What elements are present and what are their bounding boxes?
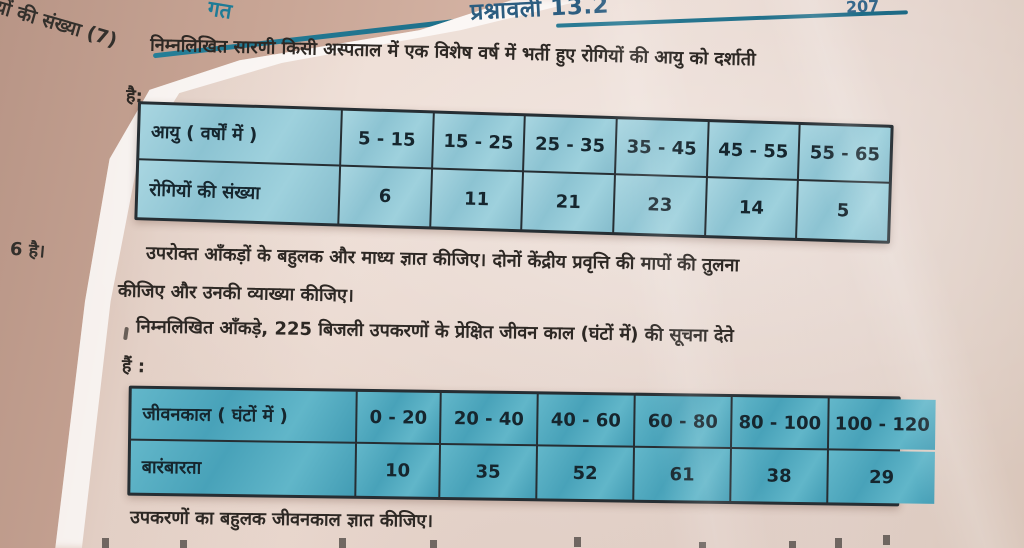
question1-task-line2: कीजिए और उनकी व्याख्या कीजिए। <box>117 280 354 307</box>
table-header-cell: 5 - 15 <box>341 110 433 168</box>
question2-intro-line1: निम्नलिखित आँकड़े, 225 बिजली उपकरणों के … <box>135 316 734 347</box>
table-header-cell: 100 - 120 <box>828 398 936 450</box>
cutoff-text-marks <box>0 0 3 6</box>
age-frequency-table: आयु ( वर्षों में ) 5 - 15 15 - 25 25 - 3… <box>134 101 894 244</box>
under-page-answer-fragment: 6 है। <box>9 238 46 263</box>
question2-intro-line2: हैं : <box>121 355 146 378</box>
table-header-cell: 60 - 80 <box>635 395 731 448</box>
table-value-cell: 6 <box>339 166 431 227</box>
table-value-cell: 5 <box>797 180 889 241</box>
question2-task-line: उपकरणों का बहुलक जीवनकाल ज्ञात कीजिए। <box>129 507 434 532</box>
table-value-cell: 23 <box>614 175 706 235</box>
table-header-cell: जीवनकाल ( घंटों में ) <box>131 388 356 442</box>
lifetime-frequency-table: जीवनकाल ( घंटों में ) 0 - 20 20 - 40 40 … <box>127 385 936 507</box>
table-header-cell: 25 - 35 <box>524 116 616 174</box>
question2-number-fragment <box>123 326 129 341</box>
table-header-cell: 40 - 60 <box>538 394 634 446</box>
table-header-cell: 80 - 100 <box>732 397 828 449</box>
table-value-cell: 38 <box>731 449 827 503</box>
table-value-cell: 29 <box>828 450 935 504</box>
table-header-cell: आयु ( वर्षों में ) <box>139 104 341 165</box>
table-header-cell: 55 - 65 <box>799 124 891 182</box>
table-row-label: बारंबारता <box>130 440 356 496</box>
table-value-cell: 61 <box>634 447 730 502</box>
table-value-cell: 52 <box>537 446 633 500</box>
table-header-cell: 45 - 55 <box>707 122 799 179</box>
table-value-cell: 35 <box>440 444 536 499</box>
question1-intro-line1: निम्नलिखित सारणी किसी अस्पताल में एक विश… <box>149 34 756 71</box>
under-page-header-fragment: गत <box>206 0 234 24</box>
table-header-cell: 0 - 20 <box>357 391 440 443</box>
table-value-cell: 21 <box>522 172 614 233</box>
table-header-cell: 35 - 45 <box>616 119 708 177</box>
table-header-cell: 15 - 25 <box>432 113 525 171</box>
table-header-cell: 20 - 40 <box>441 392 537 445</box>
table-value-cell: 11 <box>430 169 523 230</box>
question1-task-line1: उपरोक्त आँकड़ों के बहुलक और माध्य ज्ञात … <box>145 242 740 277</box>
table-value-cell: 10 <box>356 443 440 497</box>
table-value-cell: 14 <box>705 178 798 238</box>
table-row-label: रोगियों की संख्या <box>137 160 340 224</box>
